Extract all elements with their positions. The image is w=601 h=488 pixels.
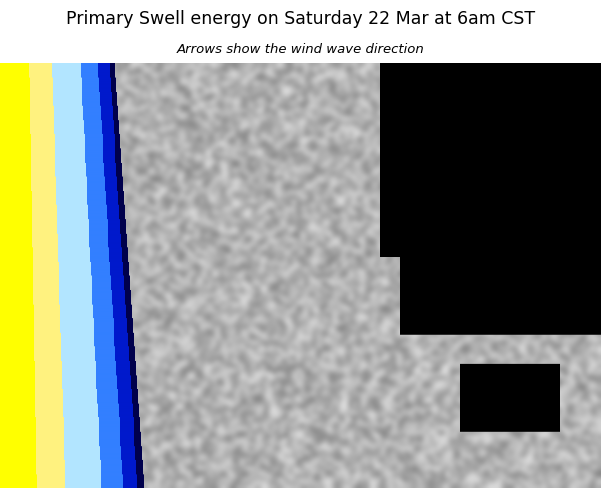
- Text: Primary Swell energy on Saturday 22 Mar at 6am CST: Primary Swell energy on Saturday 22 Mar …: [66, 10, 535, 28]
- Text: Arrows show the wind wave direction: Arrows show the wind wave direction: [177, 43, 424, 56]
